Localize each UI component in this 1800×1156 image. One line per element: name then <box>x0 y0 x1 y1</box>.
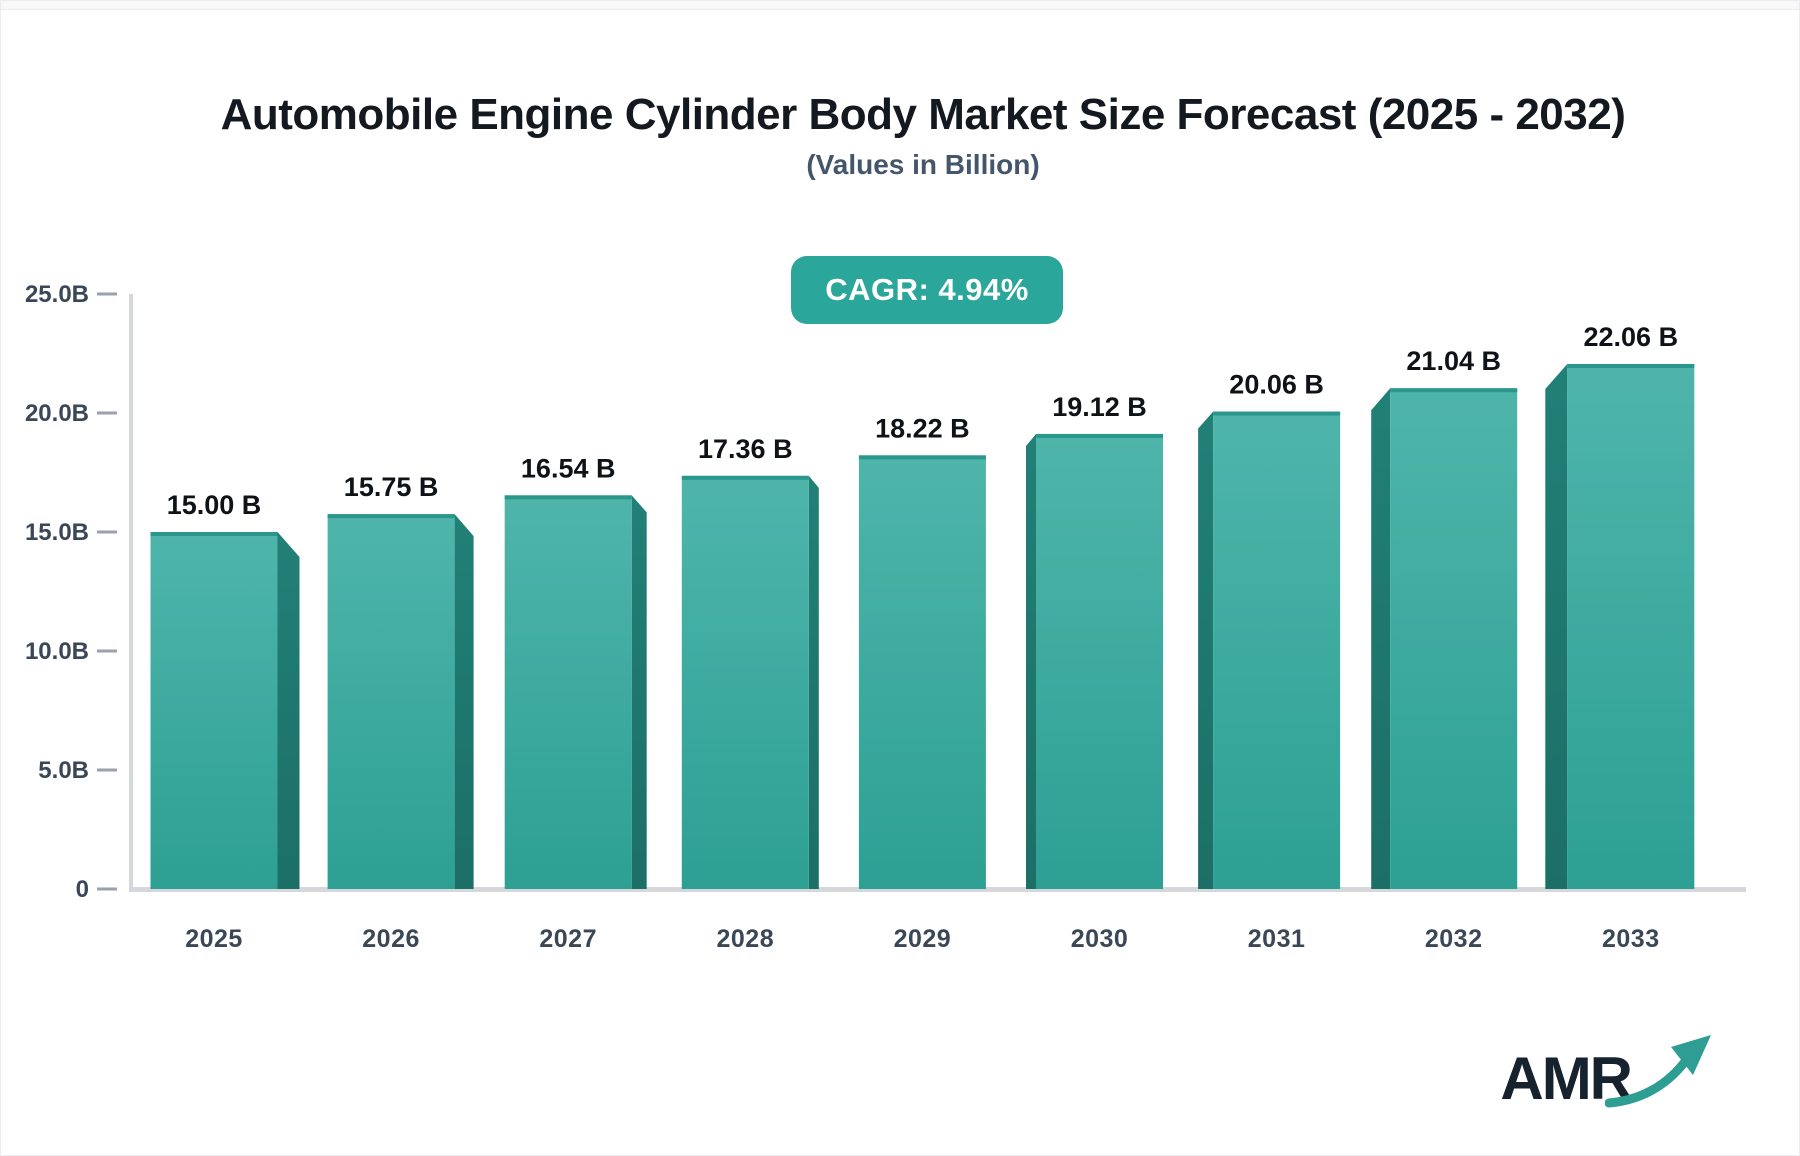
y-tick-label: 5.0B <box>38 757 89 784</box>
bar-2029: 18.22 B 2029 <box>858 413 986 953</box>
bar-2028: 17.36 B 2028 <box>681 434 819 953</box>
y-tick-label: 0 <box>76 876 89 903</box>
bar-main-face <box>150 532 278 889</box>
bar-top-edge <box>150 532 278 536</box>
bar-top-edge <box>504 495 632 500</box>
bar-side-face <box>1026 433 1036 889</box>
y-tick-mark <box>97 530 117 534</box>
bar-top-edge <box>327 514 455 519</box>
bar-value-label: 17.36 B <box>698 434 793 464</box>
y-tick-mark <box>97 411 117 415</box>
bar-2027: 16.54 B 2027 <box>504 453 647 953</box>
bar-2031: 20.06 B 2031 <box>1198 370 1341 953</box>
amr-logo: AMR <box>1500 1033 1717 1109</box>
y-tick-label: 20.0B <box>25 400 89 427</box>
x-axis-label: 2029 <box>894 925 952 953</box>
bar-2026: 15.75 B 2026 <box>327 472 474 953</box>
y-axis-line <box>129 294 133 892</box>
bar-top-edge <box>1213 411 1341 416</box>
bar-side-face <box>277 532 300 889</box>
bar-2032: 21.04 B 2032 <box>1371 346 1518 953</box>
bar-side-face <box>1545 363 1568 889</box>
bar-top-edge <box>858 455 986 460</box>
cagr-badge: CAGR: 4.94% <box>791 256 1063 324</box>
bar-main-face <box>327 514 455 889</box>
x-axis-label: 2028 <box>716 925 774 953</box>
chart-title: Automobile Engine Cylinder Body Market S… <box>220 90 1626 139</box>
bar-side-face <box>1198 411 1214 889</box>
x-axis-label: 2027 <box>539 925 597 953</box>
bar-2030: 19.12 B 2030 <box>1026 392 1163 953</box>
bar-value-label: 19.12 B <box>1052 392 1147 422</box>
chart-subtitle: (Values in Billion) <box>806 149 1040 180</box>
bar-value-label: 15.00 B <box>167 490 262 520</box>
bar-side-face <box>631 495 647 889</box>
bar-top-edge <box>1390 388 1518 393</box>
y-tick-mark <box>97 649 117 653</box>
bar-main-face <box>681 475 809 889</box>
bar-value-label: 15.75 B <box>344 472 439 502</box>
bar-value-label: 18.22 B <box>875 413 970 443</box>
cagr-badge-label: CAGR: 4.94% <box>825 272 1029 307</box>
bar-value-label: 20.06 B <box>1229 370 1324 400</box>
bar-side-face <box>808 475 819 889</box>
bar-value-label: 21.04 B <box>1406 346 1501 376</box>
bar-main-face <box>504 495 632 889</box>
bar-top-edge <box>1036 433 1163 438</box>
bar-top-edge <box>681 475 809 480</box>
y-tick-mark <box>97 768 117 772</box>
x-axis-label: 2032 <box>1425 925 1483 953</box>
bar-main-face <box>1567 363 1695 889</box>
y-tick-mark <box>97 292 117 296</box>
bar-value-label: 16.54 B <box>521 453 616 483</box>
growth-arrow-icon <box>1605 1035 1711 1108</box>
x-axis-label: 2025 <box>185 925 243 953</box>
window-top-edge <box>1 1 1799 10</box>
bar-side-face <box>1371 388 1391 889</box>
x-axis-baseline <box>129 887 1746 892</box>
bar-2033: 22.06 B 2033 <box>1545 322 1695 953</box>
bar-main-face <box>1390 388 1518 889</box>
y-tick-label: 15.0B <box>25 519 89 546</box>
x-axis-label: 2033 <box>1602 925 1660 953</box>
bar-main-face <box>858 455 986 889</box>
bar-2025: 15.00 B 2025 <box>150 490 300 953</box>
y-tick-label: 25.0B <box>25 281 89 308</box>
bar-value-label: 22.06 B <box>1584 322 1679 352</box>
x-axis-label: 2030 <box>1071 925 1129 953</box>
bar-main-face <box>1036 433 1163 889</box>
y-tick-mark <box>97 887 117 891</box>
bar-top-edge <box>1567 363 1695 368</box>
x-axis-label: 2026 <box>362 925 420 953</box>
y-tick-label: 10.0B <box>25 638 89 665</box>
bar-main-face <box>1213 411 1341 889</box>
x-axis-label: 2031 <box>1248 925 1306 953</box>
bar-side-face <box>454 514 474 889</box>
